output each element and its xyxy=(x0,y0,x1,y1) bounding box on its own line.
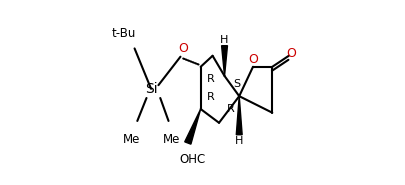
Text: S: S xyxy=(233,79,240,89)
Text: R: R xyxy=(207,74,215,84)
Polygon shape xyxy=(236,96,242,135)
Text: Me: Me xyxy=(162,133,180,146)
Text: R: R xyxy=(207,92,215,102)
Polygon shape xyxy=(185,109,200,144)
Text: OHC: OHC xyxy=(179,153,205,166)
Text: O: O xyxy=(248,53,258,66)
Text: Si: Si xyxy=(145,82,158,96)
Text: R: R xyxy=(227,104,235,114)
Text: O: O xyxy=(178,42,188,55)
Text: O: O xyxy=(287,47,296,60)
Text: Me: Me xyxy=(123,133,141,146)
Polygon shape xyxy=(222,46,228,76)
Text: H: H xyxy=(220,35,229,45)
Text: t-Bu: t-Bu xyxy=(111,27,136,40)
Text: H: H xyxy=(235,136,243,146)
